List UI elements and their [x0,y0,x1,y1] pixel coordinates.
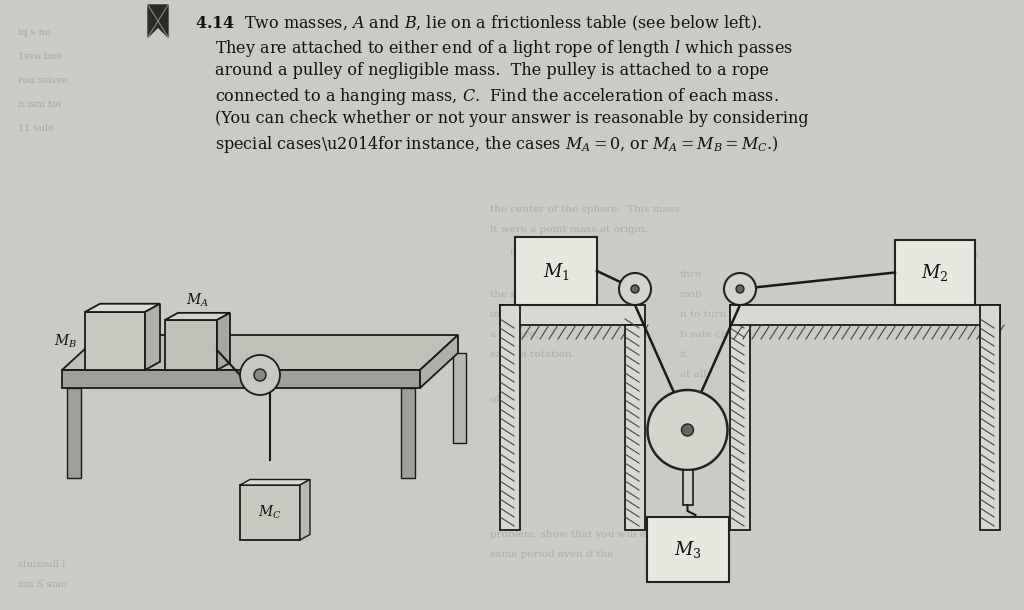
Text: earth's rotation.: earth's rotation. [490,350,575,359]
Polygon shape [148,5,168,37]
Text: b sate circle: b sate circle [680,330,744,339]
Text: iq s no: iq s no [18,28,51,37]
Bar [730,305,1000,325]
Text: $\mathbf{4.14}$  Two masses, $A$ and $B$, lie on a frictionless table (see below: $\mathbf{4.14}$ Two masses, $A$ and $B$,… [195,14,762,34]
Polygon shape [401,388,415,478]
Polygon shape [453,353,466,443]
Polygon shape [85,312,145,370]
Text: at all: at all [680,370,707,379]
Text: in deriv: in deriv [490,310,530,319]
Bar [240,485,300,540]
Bar [895,240,975,305]
Text: $M_2$: $M_2$ [922,262,949,283]
Text: connected to a hanging mass, $C$.  Find the acceleration of each mass.: connected to a hanging mass, $C$. Find t… [215,86,778,107]
Text: $M_1$: $M_1$ [543,260,569,281]
Text: They are attached to either end of a light rope of length $l$ which passes: They are attached to either end of a lig… [215,38,793,59]
Polygon shape [300,479,310,540]
Polygon shape [217,313,230,370]
Polygon shape [145,304,160,370]
Text: thro: thro [680,270,702,279]
Circle shape [736,285,744,293]
Bar [625,325,645,530]
Text: $M_C$: $M_C$ [258,504,282,521]
Polygon shape [165,320,217,370]
Text: you: you [961,250,979,259]
Text: rou ssisve: rou ssisve [18,76,68,85]
Polygon shape [240,479,310,485]
Text: um S smo: um S smo [18,580,67,589]
Text: problem, show that you will execute: problem, show that you will execute [490,530,681,539]
Bar [646,517,728,582]
Polygon shape [62,335,458,370]
Circle shape [631,285,639,293]
Text: you to: you to [530,270,562,279]
Bar [500,305,520,530]
Bar [500,305,645,325]
Circle shape [254,369,266,381]
Text: of the: of the [490,395,520,404]
Text: (You can check whether or not your answer is reasonable by considering: (You can check whether or not your answe… [215,110,809,127]
Bar [730,305,750,530]
Circle shape [240,355,280,395]
Circle shape [618,273,651,305]
Circle shape [647,390,727,470]
Text: 11 sulo: 11 sulo [18,124,54,133]
Text: a sphere,: a sphere, [490,330,539,339]
Text: special cases\u2014for instance, the cases $M_A = 0$, or $M_A = M_B = M_C$.): special cases\u2014for instance, the cas… [215,134,778,155]
Text: $M_A$: $M_A$ [186,292,209,309]
Text: around a pulley of negligible mass.  The pulley is attached to a rope: around a pulley of negligible mass. The … [215,62,769,79]
Text: stnizsull i: stnizsull i [18,560,66,569]
Text: n to turn: n to turn [680,310,726,319]
Bar [515,237,597,305]
Text: same period even if the: same period even if the [490,550,613,559]
Text: $M_B$: $M_B$ [54,332,77,350]
Text: the center of the sphere.  This mass: the center of the sphere. This mass [490,205,679,214]
Circle shape [724,273,756,305]
Polygon shape [85,304,160,312]
Text: 1svo bno: 1svo bno [18,52,62,61]
Polygon shape [165,313,230,320]
Bar [980,305,1000,530]
Polygon shape [62,370,420,388]
Circle shape [682,424,693,436]
Text: it were a point mass at origin.: it were a point mass at origin. [490,225,648,234]
Text: mob: mob [680,290,702,299]
Polygon shape [420,335,458,388]
Text: it,: it, [680,350,691,359]
Text: $M_3$: $M_3$ [674,539,701,560]
Bar [683,470,692,505]
Polygon shape [67,388,81,478]
Text: n isni toi: n isni toi [18,100,60,109]
Text: that it: that it [510,248,542,257]
Text: the needs: the needs [490,290,542,299]
